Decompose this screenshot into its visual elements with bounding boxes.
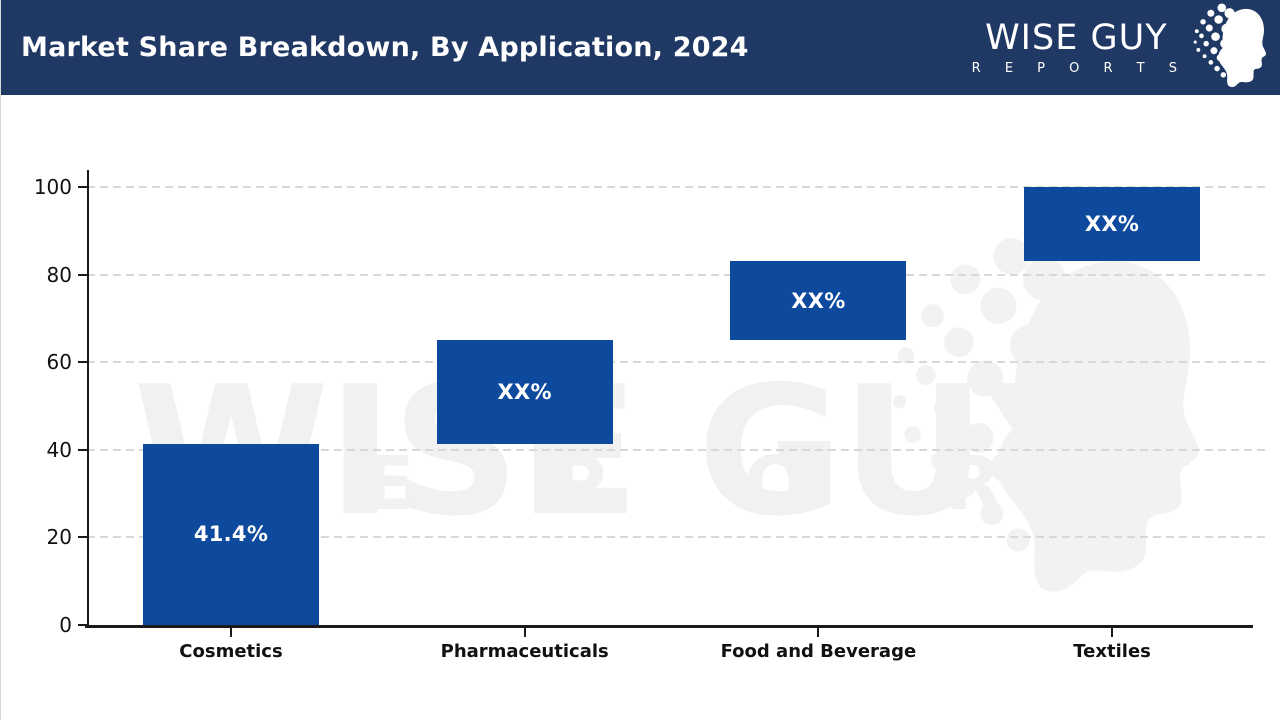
logo-text: WISE GUY R E P O R T S	[966, 17, 1187, 76]
watermark-head-icon	[873, 223, 1203, 617]
bar-value-label: 41.4%	[193, 522, 269, 547]
y-tick-label-80: 80	[46, 262, 72, 287]
bar-value-label: XX%	[791, 288, 846, 313]
x-tick-3	[817, 628, 820, 637]
x-tick-4	[1111, 628, 1114, 637]
y-tick-0	[78, 624, 87, 626]
bar-value-label: XX%	[497, 379, 552, 404]
y-tick-label-40: 40	[46, 437, 72, 462]
wise-guy-reports-logo: WISE GUY R E P O R T S	[966, 2, 1267, 93]
bar-food-and-beverage: XX%	[730, 261, 907, 341]
y-tick-20	[78, 536, 87, 539]
bar-value-label: XX%	[1084, 212, 1140, 237]
bar-pharmaceuticals: XX%	[436, 340, 613, 444]
y-tick-60	[78, 361, 87, 364]
gridline-80	[87, 273, 1267, 276]
bar-cosmetics: 41.4%	[143, 443, 319, 625]
gridline-60	[87, 361, 1267, 364]
x-tick-1	[230, 628, 232, 637]
header-bar: Market Share Breakdown, By Application, …	[1, 0, 1280, 95]
page-title: Market Share Breakdown, By Application, …	[21, 32, 749, 63]
category-label-3: Food and Beverage	[720, 641, 917, 662]
gridline-100	[87, 186, 1267, 188]
y-tick-label-20: 20	[46, 525, 72, 550]
y-tick-label-0: 0	[59, 613, 72, 637]
logo-subtitle: R E P O R T S	[971, 60, 1187, 76]
y-tick-40	[78, 448, 87, 451]
category-label-2: Pharmaceuticals	[440, 641, 609, 662]
gridline-20	[87, 536, 1267, 539]
gridline-40	[87, 448, 1267, 451]
category-label-4: Textiles	[1073, 641, 1151, 662]
x-tick-2	[523, 628, 526, 637]
category-label-1: Cosmetics	[179, 641, 283, 662]
y-tick-100	[78, 186, 87, 188]
dotted-head-icon	[1189, 2, 1267, 93]
logo-wordmark: WISE GUY	[985, 17, 1168, 58]
y-tick-label-60: 60	[46, 350, 72, 375]
y-tick-80	[78, 273, 87, 276]
bar-textiles: XX%	[1024, 187, 1201, 262]
y-tick-label-100: 100	[33, 175, 72, 199]
y-axis-line	[87, 170, 89, 627]
x-axis-line	[85, 625, 1253, 628]
